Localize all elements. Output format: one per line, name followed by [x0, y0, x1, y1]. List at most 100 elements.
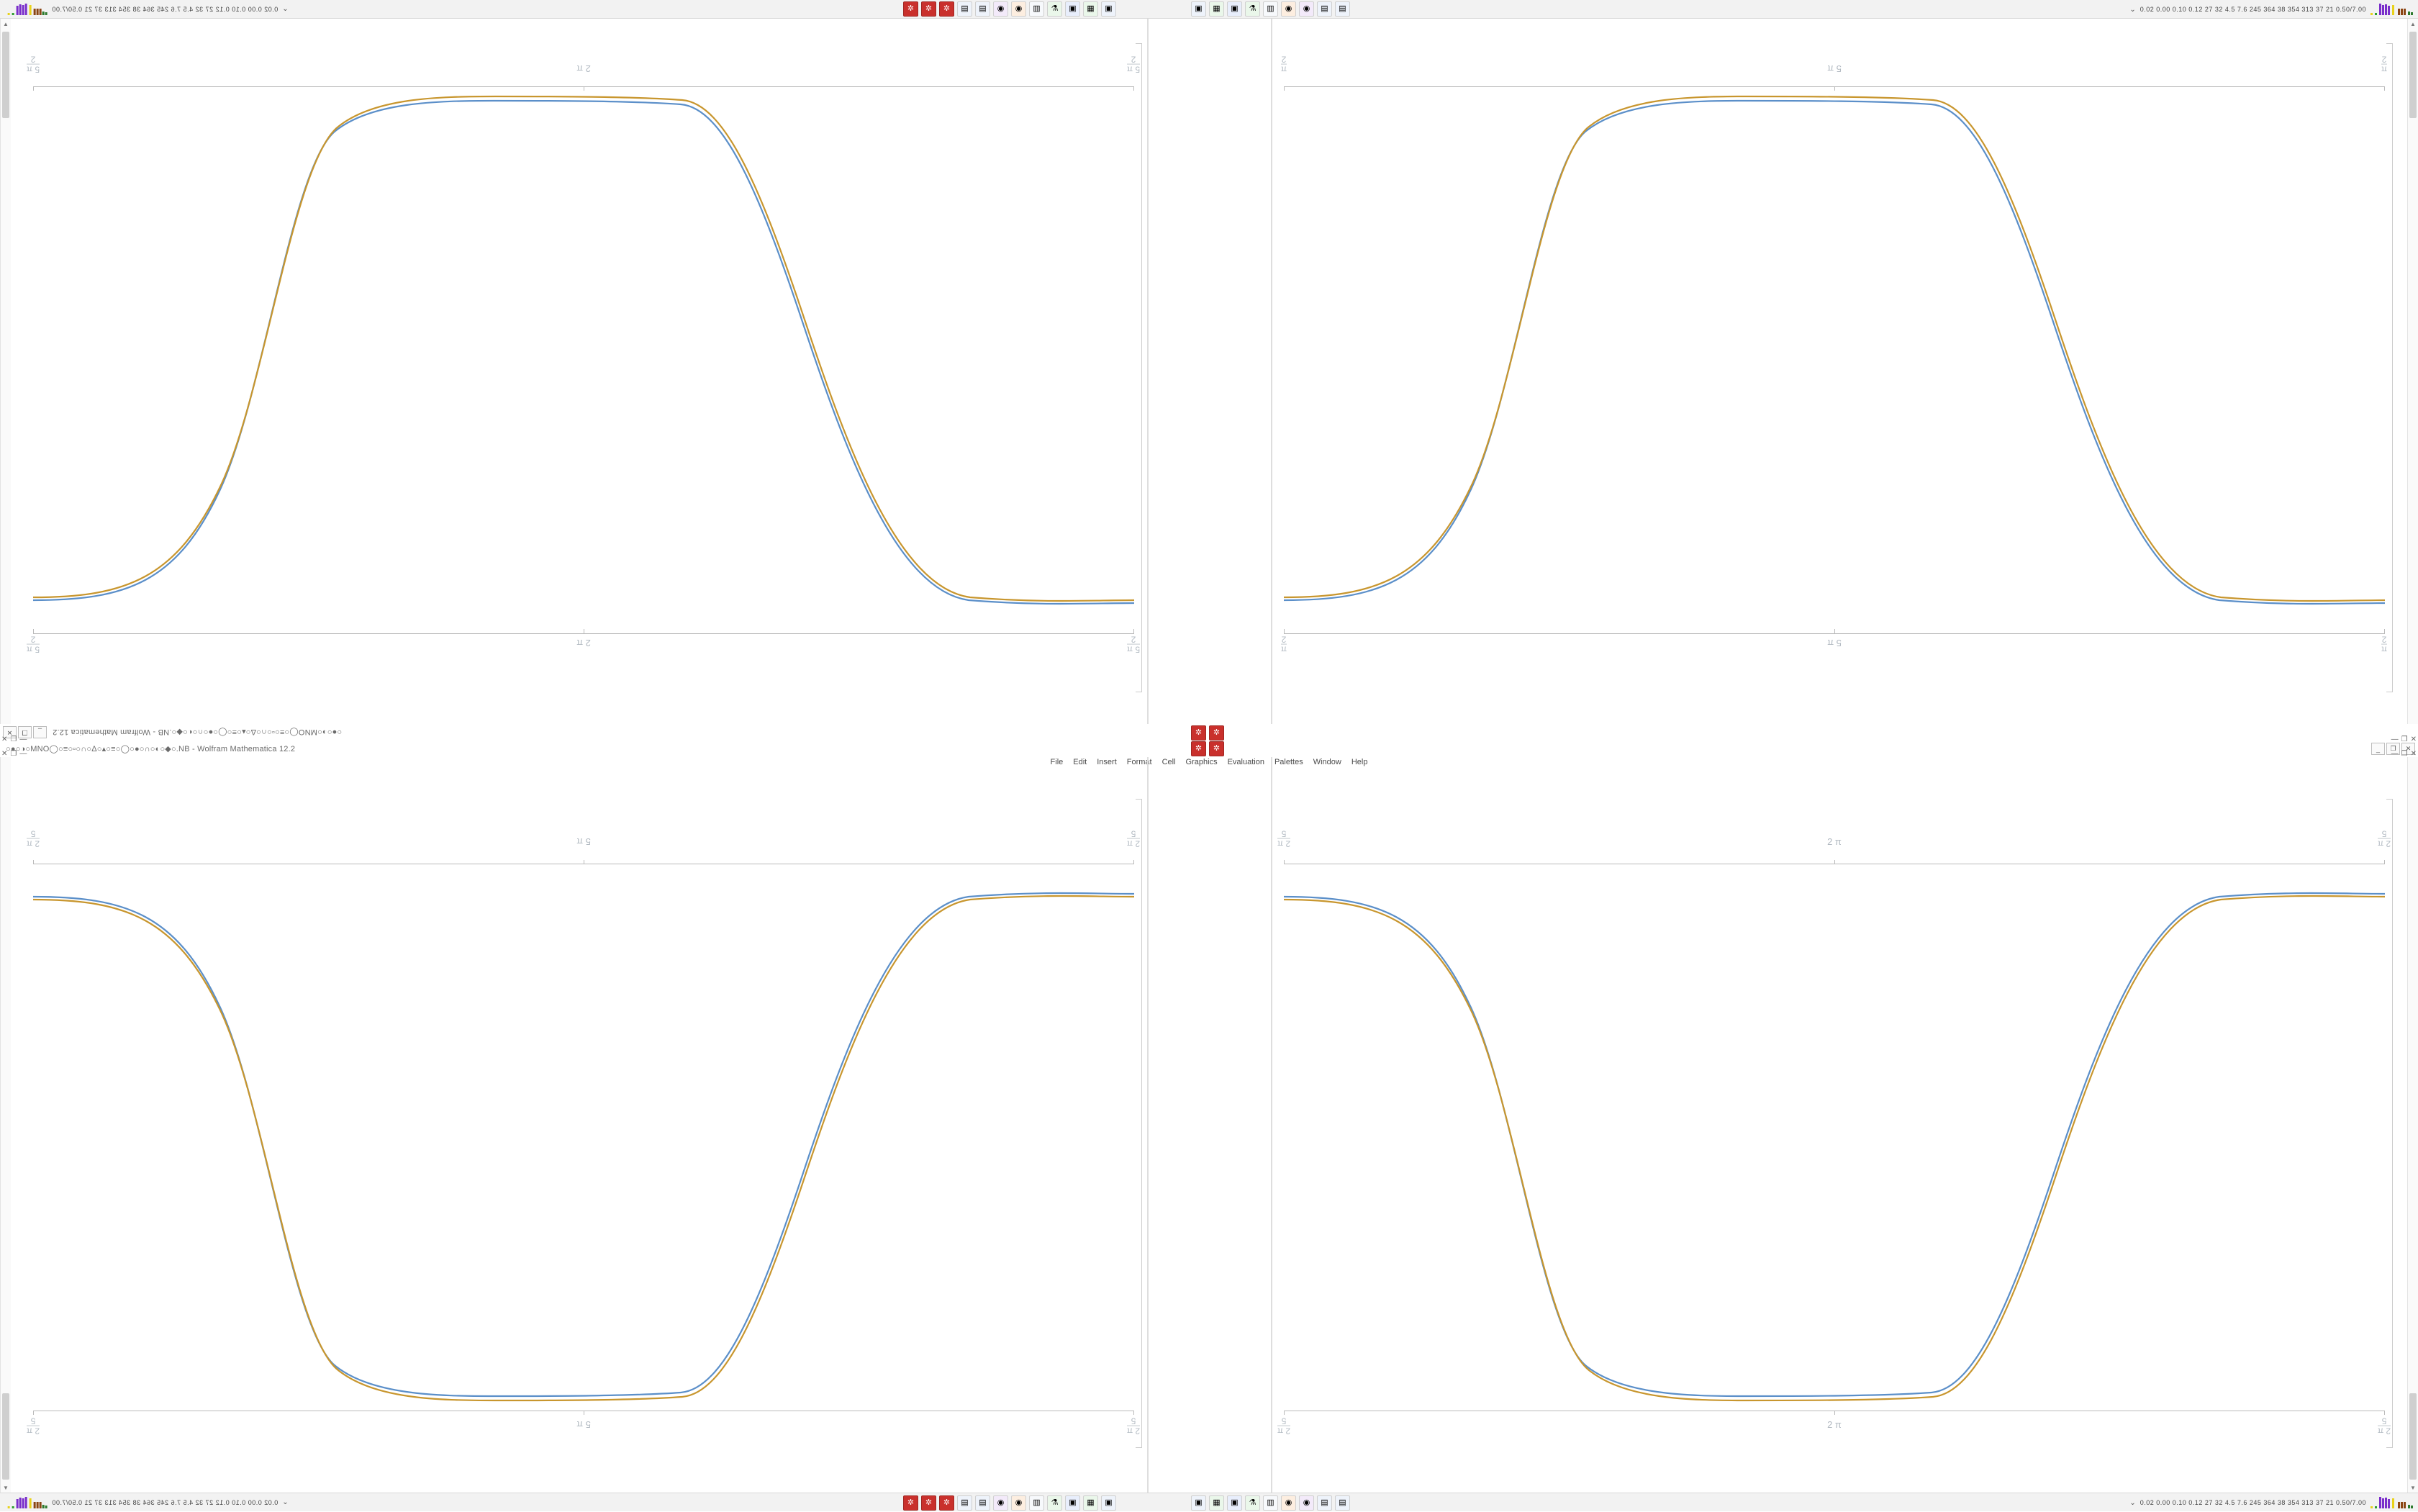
cell-bracket[interactable] — [1136, 799, 1142, 1448]
tray-chevron-icon[interactable]: ⌄ — [2129, 5, 2136, 14]
tray-left-bottom[interactable]: ⌄ 0.02 0.00 0.10 0.12 27 32 4.5 7.6 245 … — [0, 1493, 293, 1512]
scroll-down-arrow[interactable]: ▼ — [2410, 1484, 2416, 1491]
close-button[interactable]: ✕ — [2401, 743, 2415, 755]
band-icons-upper[interactable]: ✲ ✲ — [1191, 725, 1224, 741]
scroll-up-arrow[interactable]: ▲ — [3, 20, 9, 27]
document-icon[interactable]: ▤ — [1335, 1495, 1350, 1511]
page-icon[interactable]: ▥ — [1263, 1495, 1278, 1511]
tray-chevron-icon[interactable]: ⌄ — [282, 5, 289, 13]
cell-bracket[interactable] — [2386, 43, 2393, 692]
menu-item-file[interactable]: File — [1050, 758, 1064, 766]
minimize-button[interactable]: _ — [33, 726, 47, 738]
page-icon[interactable]: ▥ — [1263, 1, 1278, 17]
scrollbar-thumb[interactable] — [2409, 32, 2417, 118]
toolbar-icons-right[interactable]: ▣ ▦ ▣ ⚗ ▥ ◉ ◉ ▤ ▤ — [1191, 1, 1350, 17]
menu-item-help[interactable]: Help — [1351, 758, 1368, 766]
scrollbar-vertical-right-bottom[interactable]: ▼ — [2407, 757, 2418, 1493]
toolbar-icons-left-bottom[interactable]: ✲ ✲ ✲ ▤ ▤ ◉ ◉ ▥ ⚗ ▣ ▦ ▣ — [903, 1495, 1116, 1511]
camera-icon[interactable]: ▣ — [1101, 1, 1116, 17]
scrollbar-thumb[interactable] — [2409, 1393, 2417, 1480]
document-icon[interactable]: ▤ — [957, 1495, 972, 1511]
palette-purple-icon[interactable]: ◉ — [993, 1495, 1008, 1511]
minimize-icon[interactable]: — — [19, 735, 27, 743]
beaker-icon[interactable]: ⚗ — [1245, 1495, 1260, 1511]
menu-item-edit[interactable]: Edit — [1073, 758, 1087, 766]
plot-top-right[interactable]: π 2 5 π π 2 π 2 5 π π 2 — [1280, 55, 2388, 684]
scrollbar-thumb[interactable] — [2, 32, 9, 118]
menu-item-cell[interactable]: Cell — [1162, 758, 1176, 766]
menu-item-palettes[interactable]: Palettes — [1274, 758, 1303, 766]
open-notebook-icon[interactable]: ✲ — [921, 1495, 936, 1511]
toolbar-icons-left[interactable]: ✲ ✲ ✲ ▤ ▤ ◉ ◉ ▥ ⚗ ▣ ▦ ▣ — [903, 1, 1116, 17]
close-icon[interactable]: ✕ — [1, 750, 8, 758]
new-notebook-icon[interactable]: ✲ — [903, 1, 918, 17]
toolbar-icons-right-bottom[interactable]: ▣ ▦ ▣ ⚗ ▥ ◉ ◉ ▤ ▤ — [1191, 1495, 1350, 1511]
open-notebook-icon[interactable]: ✲ — [1209, 725, 1224, 741]
document-icon[interactable]: ▤ — [1335, 1, 1350, 17]
terminal-icon[interactable]: ▦ — [1083, 1, 1098, 17]
scrollbar-thumb[interactable] — [2, 1393, 9, 1480]
close-icon[interactable]: ✕ — [2410, 750, 2417, 758]
taskbar-bottom[interactable]: ⌄ 0.02 0.00 0.10 0.12 27 32 4.5 7.6 245 … — [0, 1493, 2418, 1511]
palette-purple-icon[interactable]: ◉ — [993, 1, 1008, 17]
beaker-icon[interactable]: ⚗ — [1245, 1, 1260, 17]
plot-top-left[interactable]: 5 π 2 2 π 5 π 2 5 π 2 2 π 5 π 2 — [26, 55, 1141, 684]
document-alt-icon[interactable]: ▤ — [1317, 1495, 1332, 1511]
new-notebook-icon[interactable]: ✲ — [1191, 741, 1206, 756]
band-icons-lower[interactable]: ✲ ✲ — [1191, 741, 1224, 756]
middle-band-controls-right[interactable]: — ❐ ✕ — [2391, 735, 2417, 743]
camera-icon[interactable]: ▣ — [1101, 1495, 1116, 1511]
scrollbar-vertical-left-bottom[interactable]: ▼ — [0, 757, 11, 1493]
floppy-save-icon[interactable]: ▣ — [1227, 1495, 1242, 1511]
menu-item-insert[interactable]: Insert — [1097, 758, 1117, 766]
close-icon[interactable]: ✕ — [1, 735, 8, 743]
page-icon[interactable]: ▥ — [1029, 1, 1044, 17]
floppy-save-icon[interactable]: ▣ — [1065, 1495, 1080, 1511]
palette-purple-icon[interactable]: ◉ — [1299, 1495, 1314, 1511]
scrollbar-vertical-right[interactable]: ▲ — [2407, 19, 2418, 724]
middle-band-controls-right2[interactable]: — ❐ ✕ — [2391, 750, 2417, 758]
save-notebook-icon[interactable]: ✲ — [939, 1495, 954, 1511]
beaker-icon[interactable]: ⚗ — [1047, 1495, 1062, 1511]
cell-bracket[interactable] — [2386, 799, 2393, 1448]
middle-band-controls-left2[interactable]: ✕ ❐ — — [1, 750, 27, 758]
menu-item-graphics[interactable]: Graphics — [1185, 758, 1218, 766]
restore-icon[interactable]: ❐ — [10, 735, 17, 743]
save-notebook-icon[interactable]: ✲ — [939, 1, 954, 17]
open-notebook-icon[interactable]: ✲ — [921, 1, 936, 17]
camera-icon[interactable]: ▣ — [1191, 1495, 1206, 1511]
terminal-icon[interactable]: ▦ — [1209, 1495, 1224, 1511]
new-notebook-icon[interactable]: ✲ — [903, 1495, 918, 1511]
palette-orange-icon[interactable]: ◉ — [1281, 1, 1296, 17]
close-icon[interactable]: ✕ — [2410, 735, 2417, 743]
minimize-icon[interactable]: — — [2391, 735, 2399, 743]
minimize-icon[interactable]: — — [2391, 750, 2399, 758]
floppy-save-icon[interactable]: ▣ — [1065, 1, 1080, 17]
menu-item-evaluation[interactable]: Evaluation — [1227, 758, 1264, 766]
plot-bottom-left[interactable]: 2 π 5 5 π 2 π 5 2 π 5 5 π 2 π 5 — [26, 813, 1141, 1436]
document-icon[interactable]: ▤ — [957, 1, 972, 17]
tray-left[interactable]: ⌄ 0.02 0.00 0.10 0.12 27 32 4.5 7.6 245 … — [0, 0, 293, 19]
document-alt-icon[interactable]: ▤ — [1317, 1, 1332, 17]
tray-right[interactable]: ⌄ 0.02 0.00 0.10 0.12 27 32 4.5 7.6 245 … — [2125, 0, 2418, 19]
tray-chevron-icon[interactable]: ⌄ — [2129, 1498, 2136, 1507]
scroll-up-arrow[interactable]: ▲ — [2410, 20, 2416, 27]
document-alt-icon[interactable]: ▤ — [975, 1495, 990, 1511]
restore-icon[interactable]: ❐ — [10, 750, 17, 758]
camera-icon[interactable]: ▣ — [1191, 1, 1206, 17]
open-notebook-icon[interactable]: ✲ — [1209, 741, 1224, 756]
new-notebook-icon[interactable]: ✲ — [1191, 725, 1206, 741]
palette-orange-icon[interactable]: ◉ — [1011, 1, 1026, 17]
restore-icon[interactable]: ❐ — [2401, 750, 2408, 758]
palette-purple-icon[interactable]: ◉ — [1299, 1, 1314, 17]
taskbar-top[interactable]: ⌄ 0.02 0.00 0.10 0.12 27 32 4.5 7.6 245 … — [0, 0, 2418, 19]
menu-item-window[interactable]: Window — [1313, 758, 1341, 766]
floppy-save-icon[interactable]: ▣ — [1227, 1, 1242, 17]
minimize-button[interactable]: _ — [2371, 743, 2385, 755]
maximize-button[interactable]: ❐ — [2386, 743, 2400, 755]
palette-orange-icon[interactable]: ◉ — [1011, 1495, 1026, 1511]
beaker-icon[interactable]: ⚗ — [1047, 1, 1062, 17]
terminal-icon[interactable]: ▦ — [1209, 1, 1224, 17]
restore-icon[interactable]: ❐ — [2401, 735, 2408, 743]
terminal-icon[interactable]: ▦ — [1083, 1495, 1098, 1511]
